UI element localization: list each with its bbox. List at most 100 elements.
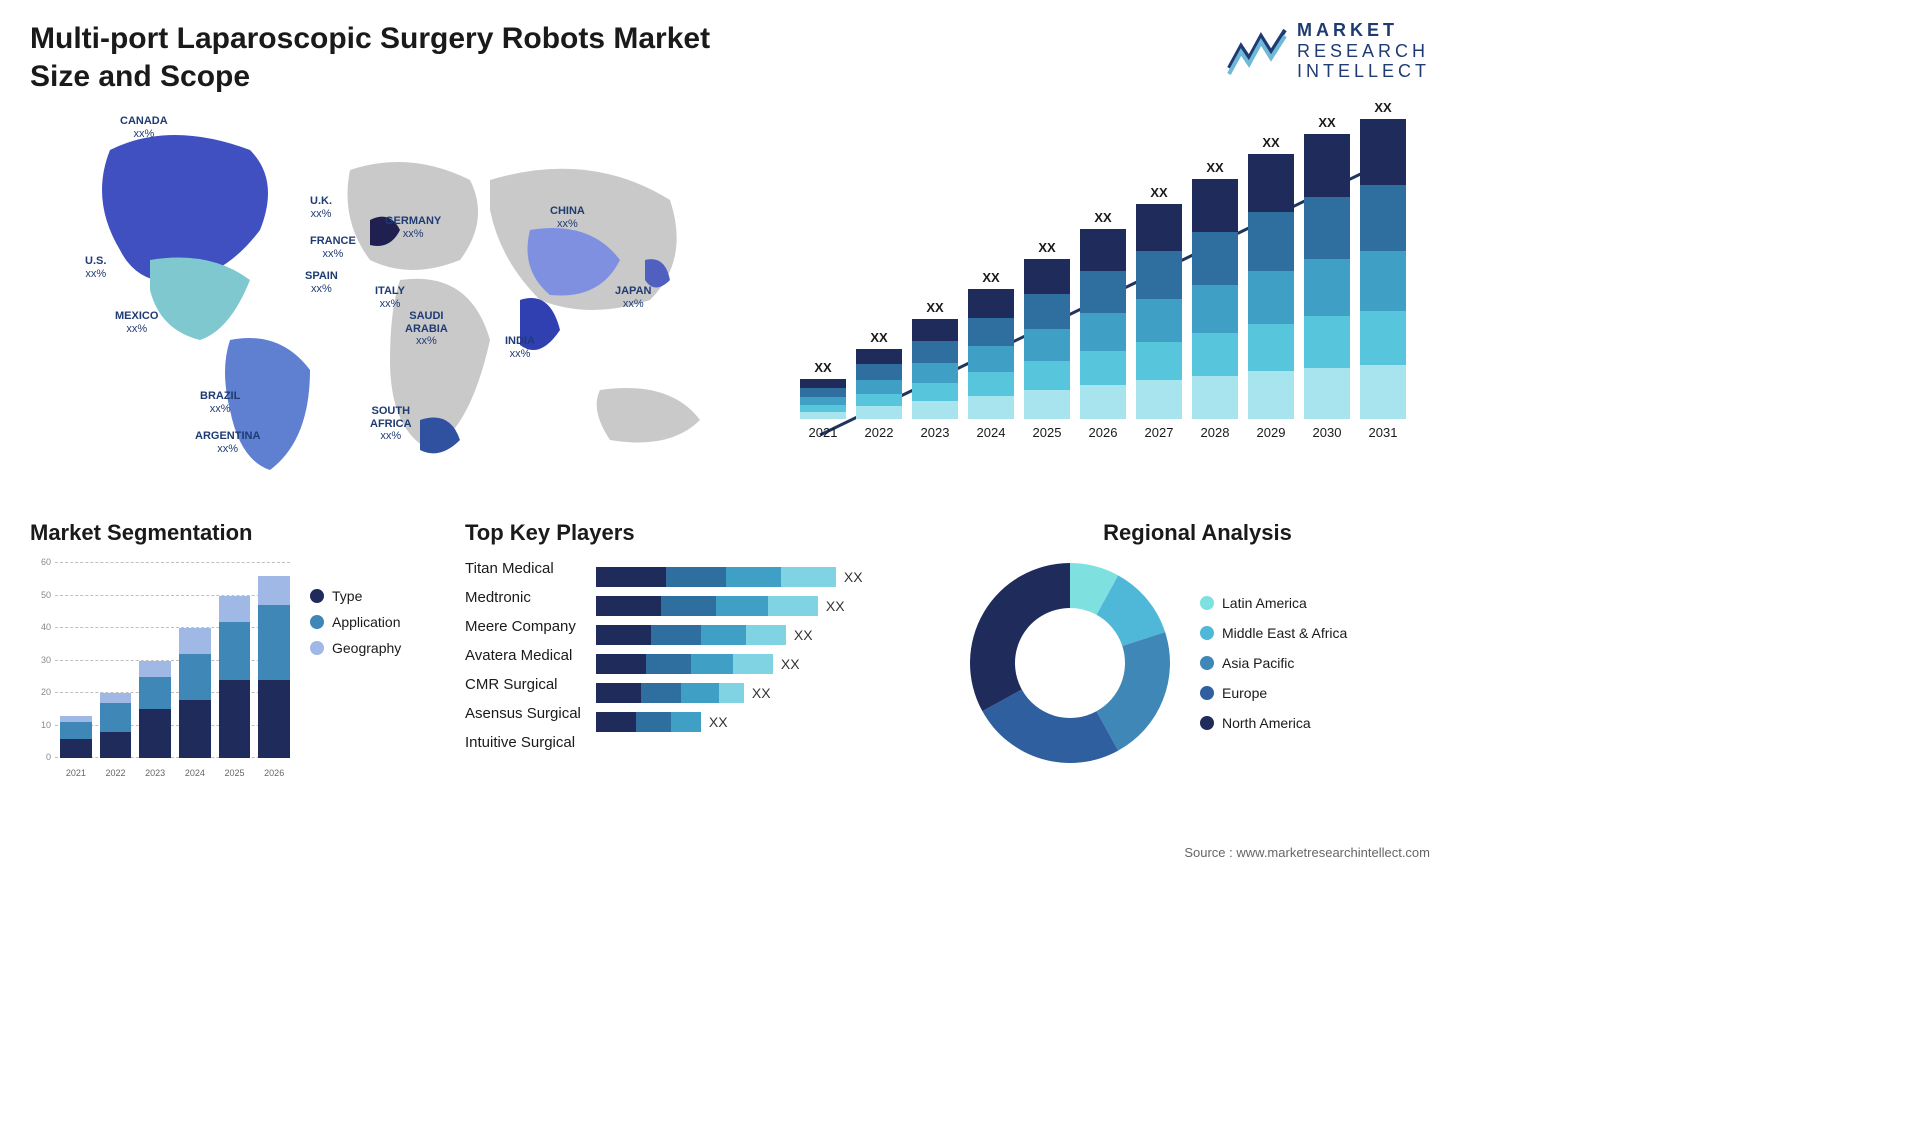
kp-label: Medtronic bbox=[465, 587, 581, 607]
growth-bar: XX 2029 bbox=[1248, 135, 1294, 440]
kp-label: Meere Company bbox=[465, 616, 581, 636]
growth-bar-year: 2025 bbox=[1033, 425, 1062, 440]
growth-bar: XX 2027 bbox=[1136, 185, 1182, 440]
logo: MARKET RESEARCH INTELLECT bbox=[1227, 20, 1430, 82]
growth-bar-label: XX bbox=[814, 360, 831, 375]
donut-slice bbox=[970, 563, 1070, 711]
map-label: U.K.xx% bbox=[310, 195, 332, 220]
segmentation-chart: 0102030405060 202120222023202420252026 bbox=[30, 558, 290, 778]
kp-label: CMR Surgical bbox=[465, 674, 581, 694]
regional-legend: Latin America Middle East & Africa Asia Pa… bbox=[1200, 595, 1347, 731]
growth-bar-year: 2027 bbox=[1145, 425, 1174, 440]
map-label: CHINAxx% bbox=[550, 205, 585, 230]
growth-bar-year: 2028 bbox=[1201, 425, 1230, 440]
legend-item: North America bbox=[1200, 715, 1347, 731]
growth-bar-year: 2024 bbox=[977, 425, 1006, 440]
growth-bar-label: XX bbox=[1318, 115, 1335, 130]
map-label: SOUTHAFRICAxx% bbox=[370, 405, 412, 443]
kp-row: XX bbox=[596, 625, 930, 645]
map-label: ITALYxx% bbox=[375, 285, 405, 310]
growth-bar-year: 2023 bbox=[921, 425, 950, 440]
legend-item: Latin America bbox=[1200, 595, 1347, 611]
growth-bar-label: XX bbox=[1038, 240, 1055, 255]
growth-bar: XX 2022 bbox=[856, 330, 902, 440]
map-label: GERMANYxx% bbox=[385, 215, 441, 240]
logo-line1: MARKET bbox=[1297, 20, 1430, 41]
legend-item: Asia Pacific bbox=[1200, 655, 1347, 671]
growth-bar-year: 2026 bbox=[1089, 425, 1118, 440]
kp-value: XX bbox=[794, 627, 813, 643]
map-label: BRAZILxx% bbox=[200, 390, 240, 415]
map-label: SAUDIARABIAxx% bbox=[405, 310, 448, 348]
growth-bar-year: 2021 bbox=[809, 425, 838, 440]
map-label: SPAINxx% bbox=[305, 270, 338, 295]
kp-label: Intuitive Surgical bbox=[465, 732, 581, 752]
growth-bar-year: 2030 bbox=[1313, 425, 1342, 440]
kp-label: Asensus Surgical bbox=[465, 703, 581, 723]
kp-value: XX bbox=[752, 685, 771, 701]
legend-item: Type bbox=[310, 588, 401, 604]
kp-value: XX bbox=[844, 569, 863, 585]
kp-row: XX bbox=[596, 683, 930, 703]
legend-item: Geography bbox=[310, 640, 401, 656]
growth-bar-year: 2022 bbox=[865, 425, 894, 440]
logo-line2: RESEARCH bbox=[1297, 41, 1430, 62]
kp-value: XX bbox=[826, 598, 845, 614]
growth-bar: XX 2028 bbox=[1192, 160, 1238, 440]
map-label: ARGENTINAxx% bbox=[195, 430, 260, 455]
kp-label: Avatera Medical bbox=[465, 645, 581, 665]
growth-bar-label: XX bbox=[982, 270, 999, 285]
map-label: CANADAxx% bbox=[120, 115, 168, 140]
growth-bar: XX 2026 bbox=[1080, 210, 1126, 440]
seg-bar bbox=[100, 693, 132, 758]
logo-icon bbox=[1227, 26, 1287, 76]
kp-value: XX bbox=[709, 714, 728, 730]
map-label: INDIAxx% bbox=[505, 335, 535, 360]
growth-bar: XX 2030 bbox=[1304, 115, 1350, 440]
kp-row: XX bbox=[596, 654, 930, 674]
seg-bar bbox=[179, 628, 211, 758]
regional-donut bbox=[965, 558, 1175, 768]
growth-bar-label: XX bbox=[1206, 160, 1223, 175]
keyplayers-chart: Titan Medical Medtronic Meere Company Avate… bbox=[465, 558, 930, 752]
seg-bar bbox=[139, 661, 171, 759]
logo-line3: INTELLECT bbox=[1297, 61, 1430, 82]
legend-item: Application bbox=[310, 614, 401, 630]
kp-row: XX bbox=[596, 596, 930, 616]
source-text: Source : www.marketresearchintellect.com bbox=[1184, 845, 1430, 860]
map-label: JAPANxx% bbox=[615, 285, 651, 310]
growth-bar: XX 2025 bbox=[1024, 240, 1070, 440]
regional-title: Regional Analysis bbox=[965, 520, 1430, 546]
growth-bar-label: XX bbox=[1262, 135, 1279, 150]
map-label: MEXICOxx% bbox=[115, 310, 158, 335]
donut-slice bbox=[982, 689, 1118, 763]
legend-item: Middle East & Africa bbox=[1200, 625, 1347, 641]
keyplayers-title: Top Key Players bbox=[465, 520, 930, 546]
page-title: Multi-port Laparoscopic Surgery Robots M… bbox=[30, 20, 730, 95]
world-map: CANADAxx% U.S.xx% MEXICOxx% BRAZILxx% ARGENT… bbox=[30, 110, 750, 490]
growth-bar-label: XX bbox=[926, 300, 943, 315]
seg-bar bbox=[60, 716, 92, 758]
kp-row: XX bbox=[596, 567, 930, 587]
growth-bar-label: XX bbox=[870, 330, 887, 345]
growth-bar: XX 2023 bbox=[912, 300, 958, 440]
segmentation-legend: Type Application Geography bbox=[310, 558, 401, 778]
kp-value: XX bbox=[781, 656, 800, 672]
kp-row: XX bbox=[596, 712, 930, 732]
seg-bar bbox=[258, 576, 290, 758]
growth-bar: XX 2031 bbox=[1360, 100, 1406, 440]
growth-bar: XX 2021 bbox=[800, 360, 846, 440]
map-label: U.S.xx% bbox=[85, 255, 106, 280]
map-label: FRANCExx% bbox=[310, 235, 356, 260]
legend-item: Europe bbox=[1200, 685, 1347, 701]
growth-chart: XX 2021 XX 2022 XX 2023 XX 2024 XX 2025 XX 2026 XX 20… bbox=[790, 110, 1430, 490]
growth-bar: XX 2024 bbox=[968, 270, 1014, 440]
growth-bar-year: 2031 bbox=[1369, 425, 1398, 440]
seg-bar bbox=[219, 596, 251, 759]
kp-label: Titan Medical bbox=[465, 558, 581, 578]
segmentation-title: Market Segmentation bbox=[30, 520, 430, 546]
growth-bar-label: XX bbox=[1150, 185, 1167, 200]
growth-bar-year: 2029 bbox=[1257, 425, 1286, 440]
growth-bar-label: XX bbox=[1094, 210, 1111, 225]
growth-bar-label: XX bbox=[1374, 100, 1391, 115]
